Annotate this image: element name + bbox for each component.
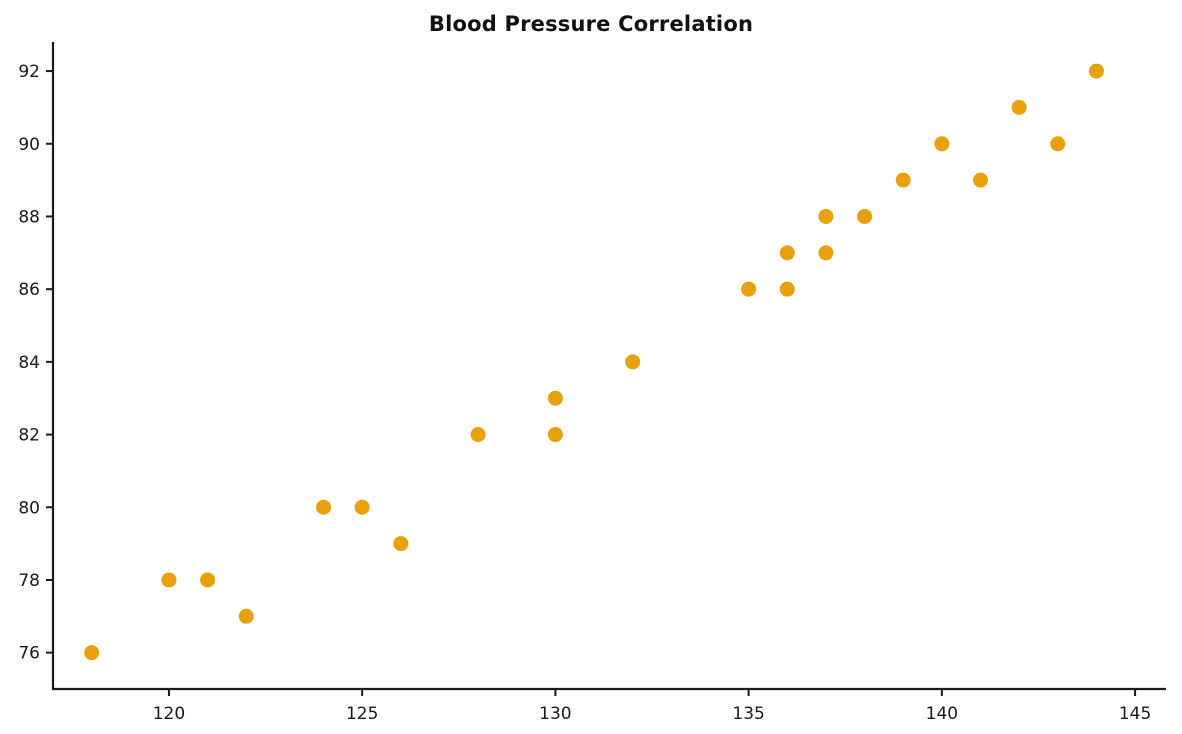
data-point bbox=[547, 390, 563, 406]
data-point bbox=[200, 572, 216, 588]
data-point bbox=[316, 499, 332, 515]
x-tick-label: 130 bbox=[539, 704, 571, 724]
data-points-group bbox=[84, 63, 1104, 661]
data-point bbox=[818, 208, 834, 224]
data-point bbox=[779, 245, 795, 261]
data-point bbox=[84, 645, 100, 661]
x-tick-label: 135 bbox=[732, 704, 764, 724]
y-tick-label: 86 bbox=[18, 280, 40, 300]
y-tick-label: 90 bbox=[18, 135, 40, 155]
data-point bbox=[741, 281, 757, 297]
data-point bbox=[779, 281, 795, 297]
data-point bbox=[895, 172, 911, 188]
y-tick-label: 80 bbox=[18, 498, 40, 518]
chart-title: Blood Pressure Correlation bbox=[428, 12, 754, 36]
y-tick-label: 76 bbox=[18, 644, 40, 664]
axes-group bbox=[51, 42, 1166, 691]
data-point bbox=[393, 536, 409, 552]
y-tick-label: 92 bbox=[18, 62, 40, 82]
data-point bbox=[1011, 99, 1027, 115]
x-tick-label: 120 bbox=[153, 704, 185, 724]
data-point bbox=[1088, 63, 1104, 79]
axis-spines bbox=[51, 42, 1166, 691]
y-tick-label: 82 bbox=[18, 426, 40, 446]
data-point bbox=[934, 136, 950, 152]
data-point bbox=[354, 499, 370, 515]
y-tick-label: 88 bbox=[18, 207, 40, 227]
data-point bbox=[973, 172, 988, 188]
x-tick-label: 145 bbox=[1119, 704, 1151, 724]
data-point bbox=[161, 572, 177, 588]
data-point bbox=[857, 208, 873, 224]
data-point bbox=[1050, 136, 1066, 152]
data-point bbox=[238, 608, 254, 624]
x-axis-ticks: 120 125 130 135 140 145 bbox=[153, 689, 1151, 724]
y-tick-label: 84 bbox=[18, 353, 40, 373]
data-point bbox=[625, 354, 641, 370]
data-point bbox=[818, 245, 834, 261]
x-tick-label: 125 bbox=[346, 704, 378, 724]
y-axis-ticks: 76 78 80 82 84 86 88 90 92 bbox=[18, 62, 53, 664]
x-tick-label: 140 bbox=[926, 704, 958, 724]
data-point bbox=[470, 427, 486, 443]
y-tick-label: 78 bbox=[18, 571, 40, 591]
data-point bbox=[547, 427, 563, 443]
